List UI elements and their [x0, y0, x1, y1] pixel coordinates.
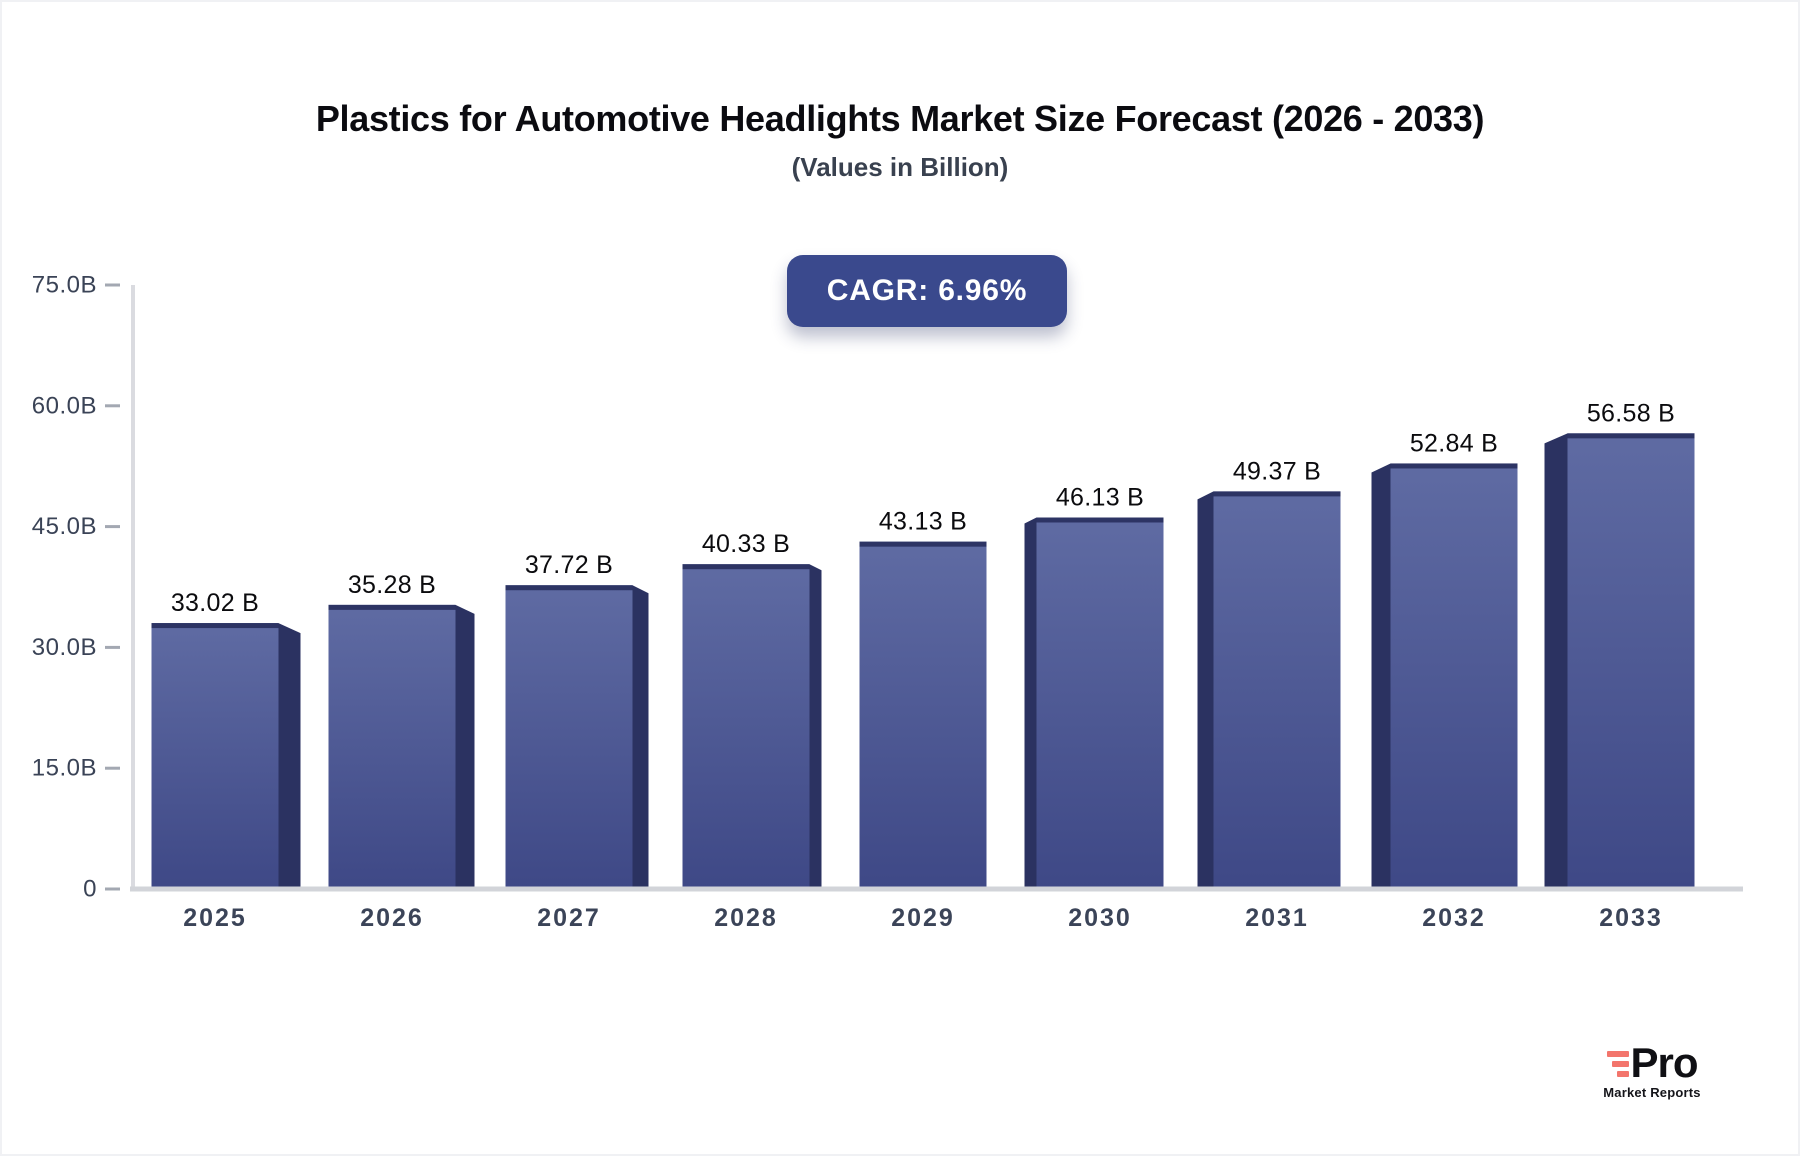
y-tick-label: 30.0B: [32, 634, 97, 661]
bar: [859, 541, 987, 891]
bar-value-label: 35.28 B: [348, 571, 436, 599]
x-tick-label: 2031: [1245, 904, 1309, 932]
bar-value-label: 40.33 B: [702, 530, 790, 558]
brand-logo-row: Pro: [1606, 1039, 1699, 1086]
bar-top-edge: [1567, 433, 1695, 439]
bar: [151, 623, 279, 891]
bar-top-edge: [1213, 491, 1341, 497]
bar-side-face: [1371, 463, 1391, 891]
bar: [1213, 491, 1341, 891]
bar: [1036, 517, 1164, 891]
y-tick-label: 60.0B: [32, 392, 97, 419]
bar-top-edge: [682, 564, 810, 570]
bar-side-face: [1544, 433, 1568, 891]
logo-flag-icon: [1606, 1051, 1630, 1077]
y-tick-label: 75.0B: [32, 272, 97, 299]
x-tick-label: 2032: [1422, 904, 1486, 932]
logo-name: Pro: [1630, 1039, 1698, 1086]
bar: [1567, 433, 1695, 891]
x-tick-label: 2027: [537, 904, 601, 932]
bar-side-face: [1197, 491, 1214, 891]
y-tick-label: 15.0B: [32, 755, 97, 782]
bar-side-face: [278, 623, 301, 891]
bar-top-edge: [1390, 463, 1518, 469]
bar-value-label: 33.02 B: [171, 589, 259, 617]
x-tick-label: 2028: [714, 904, 778, 932]
bar-value-label: 56.58 B: [1587, 399, 1675, 427]
x-tick-label: 2026: [360, 904, 424, 932]
bar-side-face: [455, 604, 475, 891]
bar-top-edge: [859, 541, 987, 547]
chart-subtitle: (Values in Billion): [791, 152, 1009, 182]
bar-value-label: 43.13 B: [879, 508, 967, 536]
bar: [328, 604, 456, 891]
bar-value-label: 49.37 B: [1233, 457, 1321, 485]
chart-title: Plastics for Automotive Headlights Marke…: [315, 98, 1485, 139]
bar-value-label: 46.13 B: [1056, 483, 1144, 511]
y-tick-label: 45.0B: [32, 513, 97, 540]
logo-tagline: Market Reports: [1603, 1085, 1701, 1100]
bar-value-label: 37.72 B: [525, 551, 613, 579]
x-tick-label: 2033: [1599, 904, 1663, 932]
bar-top-edge: [1036, 517, 1164, 523]
x-tick-label: 2030: [1068, 904, 1132, 932]
bar: [1390, 463, 1518, 891]
bar-top-edge: [505, 585, 633, 591]
x-tick-label: 2025: [183, 904, 247, 932]
x-tick-label: 2029: [891, 904, 955, 932]
y-tick-label: 0: [83, 876, 97, 903]
bar: [505, 585, 633, 891]
bar: [682, 564, 810, 891]
brand-logo: Pro Market Reports: [1592, 1039, 1712, 1101]
bar-value-label: 52.84 B: [1410, 429, 1498, 457]
cagr-badge: CAGR: 6.96%: [787, 255, 1067, 327]
bar-side-face: [809, 564, 822, 891]
bar-side-face: [632, 585, 649, 891]
bar-side-face: [1024, 517, 1037, 891]
bar-top-edge: [328, 604, 456, 610]
bar-top-edge: [151, 623, 279, 629]
